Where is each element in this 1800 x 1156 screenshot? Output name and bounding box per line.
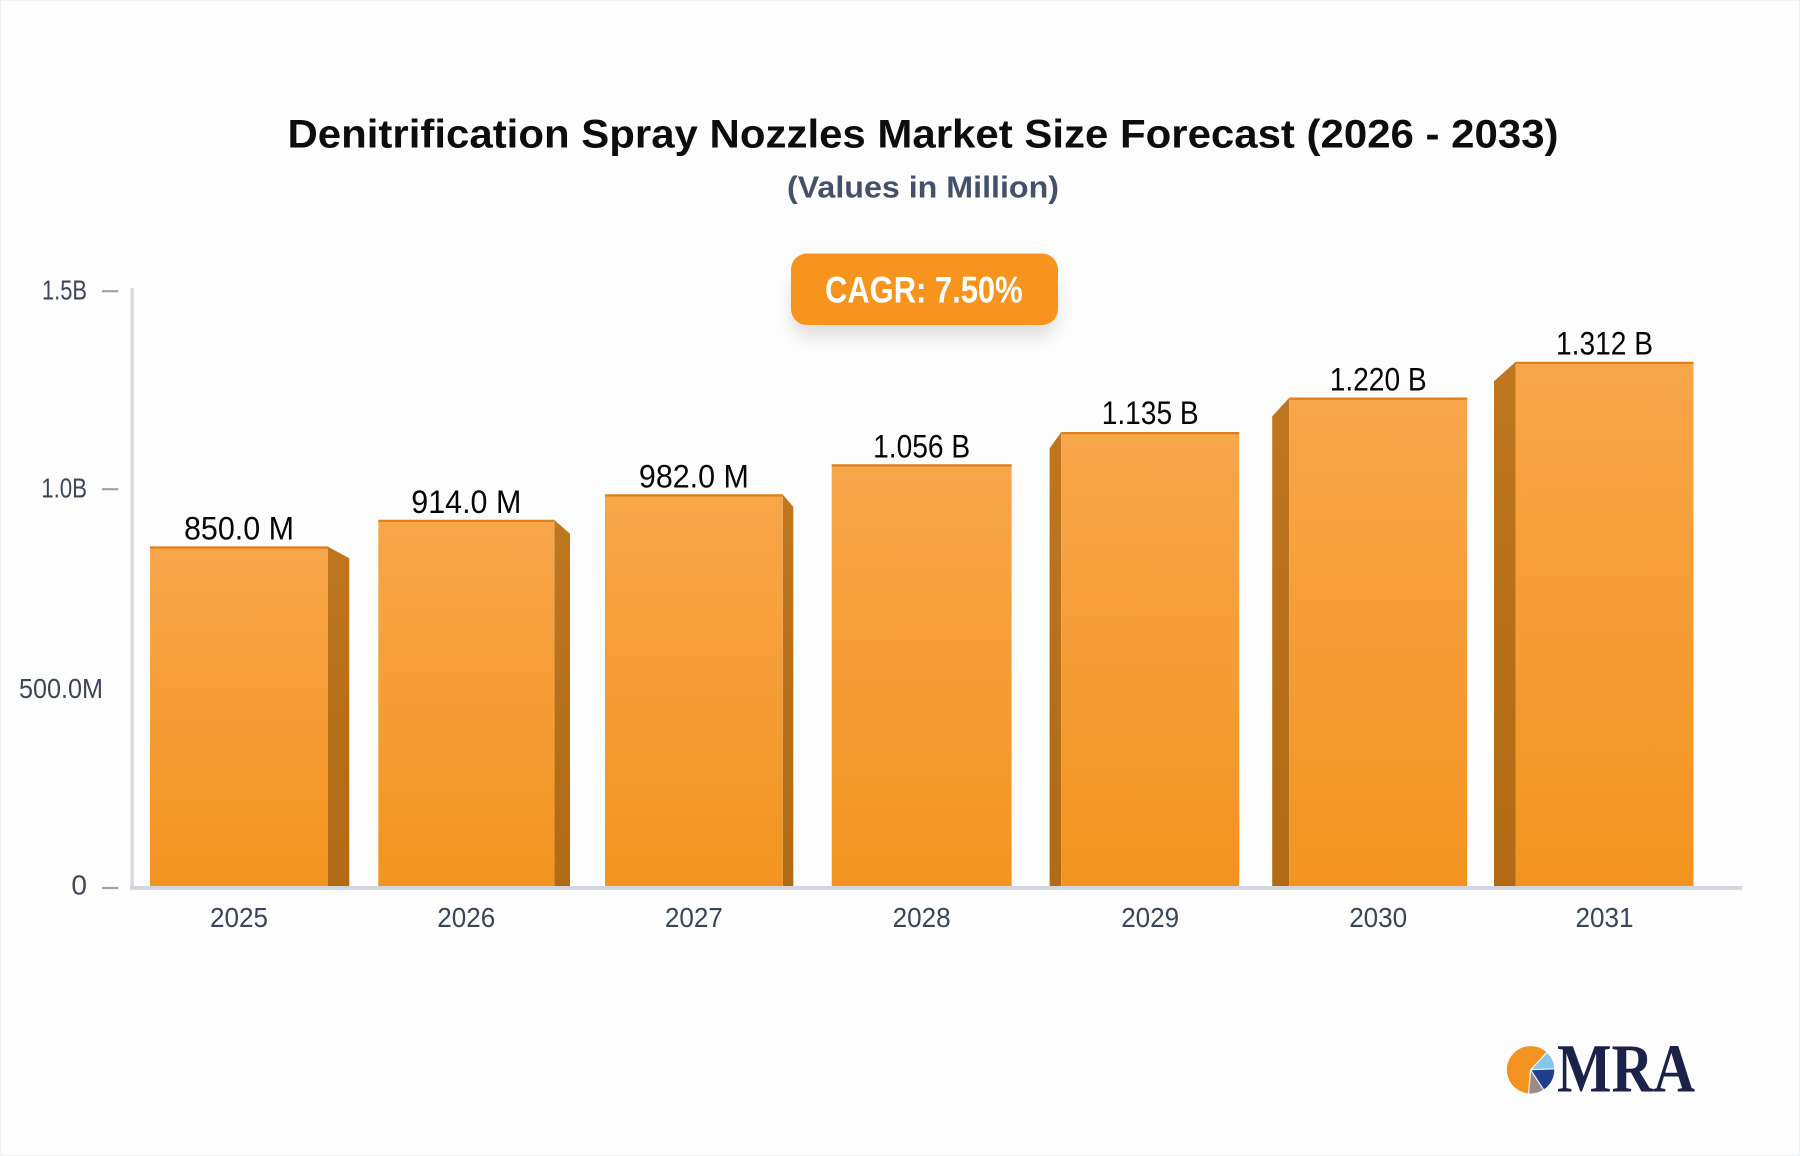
svg-text:1.0B: 1.0B xyxy=(41,473,87,504)
svg-text:2025: 2025 xyxy=(210,902,268,933)
svg-text:1.135 B: 1.135 B xyxy=(1102,395,1199,431)
svg-text:(Values in Million): (Values in Million) xyxy=(787,169,1059,204)
svg-text:Denitrification Spray Nozzles: Denitrification Spray Nozzles Market Siz… xyxy=(288,113,1559,157)
svg-text:914.0 M: 914.0 M xyxy=(411,484,521,520)
svg-text:0: 0 xyxy=(71,870,87,901)
svg-text:2028: 2028 xyxy=(893,902,951,933)
svg-text:CAGR: 7.50%: CAGR: 7.50% xyxy=(825,270,1023,311)
svg-text:1.312 B: 1.312 B xyxy=(1556,326,1653,362)
svg-text:2026: 2026 xyxy=(437,902,495,933)
svg-text:2027: 2027 xyxy=(665,902,723,933)
svg-text:MRA: MRA xyxy=(1557,1031,1695,1107)
svg-text:1.056 B: 1.056 B xyxy=(873,428,970,464)
svg-text:500.0M: 500.0M xyxy=(19,673,103,704)
svg-text:2031: 2031 xyxy=(1576,902,1634,933)
svg-text:850.0 M: 850.0 M xyxy=(184,511,294,547)
svg-text:2030: 2030 xyxy=(1349,902,1407,933)
svg-text:982.0 M: 982.0 M xyxy=(639,458,749,494)
svg-text:1.220 B: 1.220 B xyxy=(1330,361,1427,397)
svg-text:2029: 2029 xyxy=(1121,902,1179,933)
svg-text:1.5B: 1.5B xyxy=(42,275,87,306)
